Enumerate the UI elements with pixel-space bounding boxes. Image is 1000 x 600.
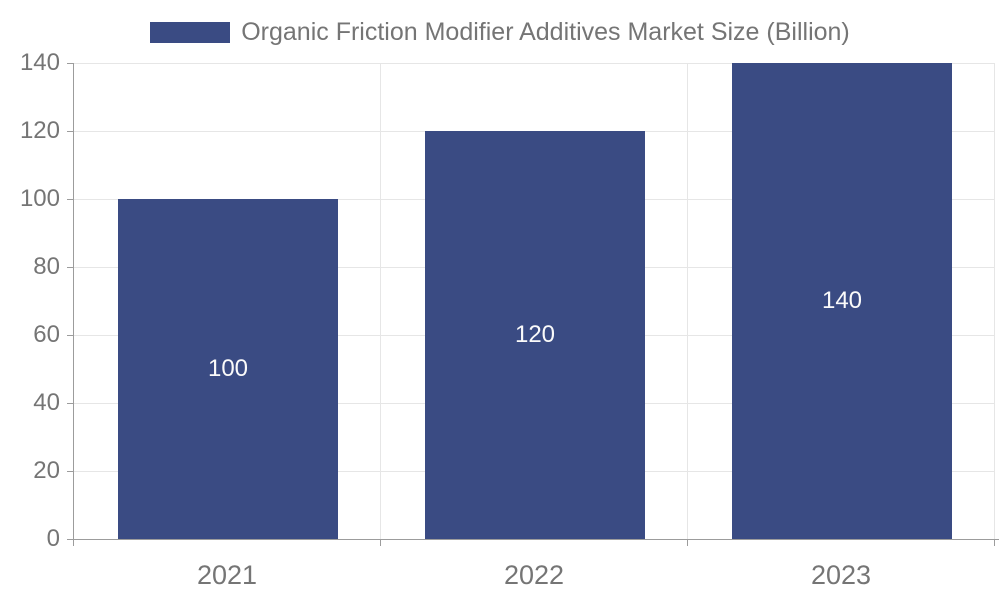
bar[interactable]: 120 <box>425 131 645 539</box>
chart-legend[interactable]: Organic Friction Modifier Additives Mark… <box>0 18 1000 46</box>
y-axis-tick <box>67 471 73 472</box>
x-axis-tick <box>994 540 995 546</box>
plot-area: 100 120 140 <box>73 63 995 540</box>
x-tick-label: 2021 <box>196 560 258 590</box>
y-tick-label: 20 <box>33 457 60 484</box>
y-axis-tick <box>67 267 73 268</box>
y-tick-label: 0 <box>46 525 60 552</box>
gridline-horizontal <box>74 63 995 64</box>
x-axis-tick <box>687 540 688 546</box>
x-tick-label: 2023 <box>810 560 872 590</box>
y-axis-tick <box>67 199 73 200</box>
bar[interactable]: 100 <box>118 199 338 539</box>
y-tick-label: 120 <box>19 117 60 144</box>
bar-value-label: 100 <box>207 355 249 382</box>
y-tick-label: 100 <box>19 185 60 212</box>
y-tick-label: 60 <box>33 321 60 348</box>
x-tick-label: 2022 <box>503 560 565 590</box>
y-tick-label: 80 <box>33 253 60 280</box>
x-axis-tick <box>73 540 74 546</box>
gridline-vertical <box>380 63 381 539</box>
legend-swatch-icon[interactable] <box>150 21 231 43</box>
y-axis-tick <box>67 403 73 404</box>
bar[interactable]: 140 <box>732 63 952 539</box>
y-axis-tick <box>67 335 73 336</box>
y-tick-label: 140 <box>19 49 60 76</box>
y-axis-tick <box>67 131 73 132</box>
gridline-vertical <box>994 63 995 539</box>
y-axis-tick <box>67 539 73 540</box>
gridline-vertical <box>687 63 688 539</box>
x-axis-line-extension <box>994 539 999 540</box>
y-axis-tick <box>67 63 73 64</box>
bar-value-label: 140 <box>821 287 863 314</box>
y-tick-label: 40 <box>33 389 60 416</box>
legend-label[interactable]: Organic Friction Modifier Additives Mark… <box>241 17 850 46</box>
x-axis-tick <box>380 540 381 546</box>
bar-value-label: 120 <box>514 321 556 348</box>
